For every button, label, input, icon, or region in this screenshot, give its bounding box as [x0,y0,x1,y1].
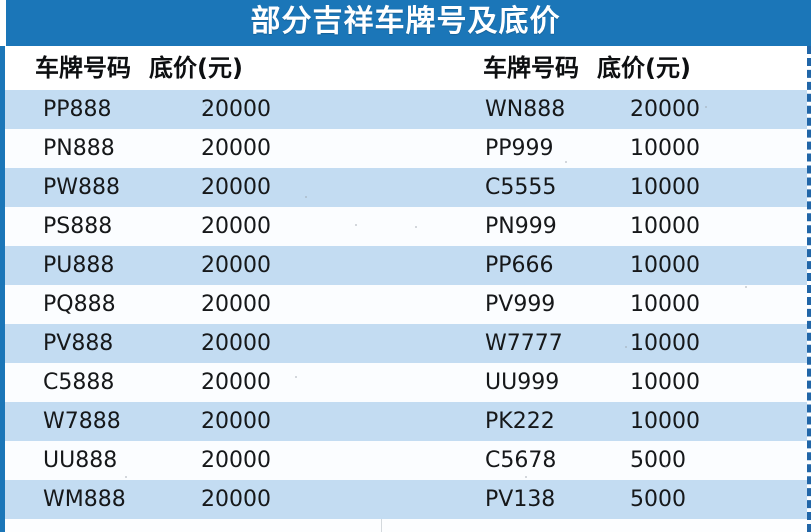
banner-left-margin [0,0,6,46]
left-base-price: 20000 [201,331,271,356]
right-header-plate-label: 车牌号码 [483,54,579,82]
scan-speckle [705,106,707,108]
left-plate-number: PW888 [43,175,121,200]
left-header-plate-label: 车牌号码 [35,54,131,82]
left-base-price: 20000 [201,370,271,395]
table-frame: 车牌号码 底价(元) 车牌号码 底价(元) PP888 20000 WN888 20000 PN… [0,46,811,532]
right-plate-number: PP666 [485,253,554,278]
right-plate-number: WN888 [485,97,566,122]
left-plate-number: PU888 [43,253,115,278]
right-header-labels: 车牌号码 底价(元) [483,46,691,90]
table-row: PW888 20000 C5555 10000 [5,168,807,207]
scan-speckle [205,104,207,106]
right-base-price: 10000 [630,136,700,161]
right-base-price: 10000 [630,175,700,200]
left-plate-number: PS888 [43,214,113,239]
left-plate-number: UU888 [43,448,118,473]
scan-speckle [65,106,67,108]
scan-speckle [525,476,527,478]
right-plate-number: PN999 [485,214,557,239]
table-row: PS888 20000 PN999 10000 [5,207,807,246]
left-plate-number: PP888 [43,97,112,122]
right-base-price: 10000 [630,409,700,434]
scan-speckle [355,224,357,226]
table-row: UU888 20000 C5678 5000 [5,441,807,480]
right-base-price: 5000 [630,448,686,473]
right-base-price: 10000 [630,331,700,356]
scan-speckle [745,286,747,288]
table-row: PU888 20000 PP666 10000 [5,246,807,285]
left-base-price: 20000 [201,97,271,122]
scan-speckle [415,226,417,228]
table-row: PP888 20000 WN888 20000 [5,90,807,129]
table-row: WM888 20000 PV138 5000 [5,480,807,519]
table-header-row: 车牌号码 底价(元) 车牌号码 底价(元) [5,46,807,90]
left-plate-number: PQ888 [43,292,116,317]
right-plate-number: PV999 [485,292,556,317]
left-plate-number: C5888 [43,370,115,395]
right-base-price: 5000 [630,487,686,512]
scan-speckle [665,466,667,468]
left-plate-number: W7888 [43,409,121,434]
right-plate-number: PP999 [485,136,554,161]
left-base-price: 20000 [201,292,271,317]
right-plate-number: PV138 [485,487,556,512]
left-plate-number: PN888 [43,136,115,161]
right-plate-number: C5555 [485,175,557,200]
table-row: C5888 20000 UU999 10000 [5,363,807,402]
right-plate-number: UU999 [485,370,560,395]
scan-speckle [125,476,127,478]
right-base-price: 10000 [630,292,700,317]
table-row: PV888 20000 W7777 10000 [5,324,807,363]
page-title: 部分吉祥车牌号及底价 [250,4,561,39]
left-base-price: 20000 [201,136,271,161]
right-base-price: 20000 [630,97,700,122]
right-base-price: 10000 [630,214,700,239]
scan-speckle [305,196,307,198]
right-base-price: 10000 [630,370,700,395]
table-row: PN888 20000 PP999 10000 [5,129,807,168]
table-row: PQ888 20000 PV999 10000 [5,285,807,324]
left-base-price: 20000 [201,448,271,473]
left-base-price: 20000 [201,214,271,239]
right-base-price: 10000 [630,253,700,278]
table-inner: 车牌号码 底价(元) 车牌号码 底价(元) PP888 20000 WN888 20000 PN… [5,46,807,532]
right-plate-number: C5678 [485,448,557,473]
left-base-price: 20000 [201,175,271,200]
right-plate-number: W7777 [485,331,563,356]
left-plate-number: PV888 [43,331,114,356]
scan-speckle [625,346,627,348]
left-base-price: 20000 [201,487,271,512]
left-header-labels: 车牌号码 底价(元) [35,46,243,90]
left-base-price: 20000 [201,253,271,278]
scan-speckle [565,161,567,163]
right-header-price-label: 底价(元) [597,54,691,82]
left-base-price: 20000 [201,409,271,434]
left-plate-number: WM888 [43,487,126,512]
title-banner: 部分吉祥车牌号及底价 [0,0,811,46]
right-plate-number: PK222 [485,409,555,434]
scan-speckle [95,346,97,348]
table-row: W7888 20000 PK222 10000 [5,402,807,441]
scan-speckle [295,376,297,378]
left-header-price-label: 底价(元) [149,54,243,82]
